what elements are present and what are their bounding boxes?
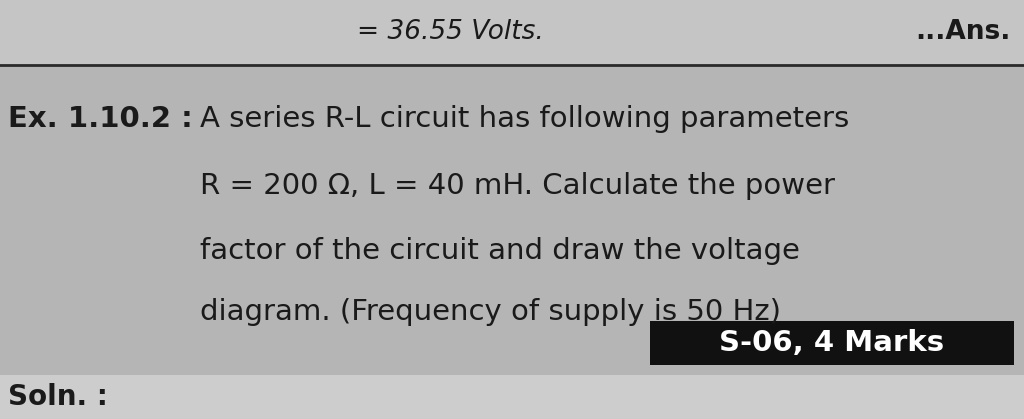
Text: A series R-L circuit has following parameters: A series R-L circuit has following param… (200, 106, 849, 133)
Text: Soln. :: Soln. : (8, 383, 109, 411)
FancyBboxPatch shape (0, 375, 1024, 419)
FancyBboxPatch shape (0, 65, 1024, 375)
Text: = 36.55 Volts.: = 36.55 Volts. (357, 19, 544, 46)
Text: diagram. (Frequency of supply is 50 Hz): diagram. (Frequency of supply is 50 Hz) (200, 298, 780, 326)
Text: factor of the circuit and draw the voltage: factor of the circuit and draw the volta… (200, 238, 800, 265)
Text: Ex. 1.10.2 :: Ex. 1.10.2 : (8, 106, 193, 133)
Text: S-06, 4 Marks: S-06, 4 Marks (720, 328, 944, 357)
FancyBboxPatch shape (650, 321, 1014, 365)
FancyBboxPatch shape (0, 0, 1024, 65)
Text: R = 200 Ω, L = 40 mH. Calculate the power: R = 200 Ω, L = 40 mH. Calculate the powe… (200, 173, 835, 200)
Text: ...Ans.: ...Ans. (914, 19, 1011, 46)
